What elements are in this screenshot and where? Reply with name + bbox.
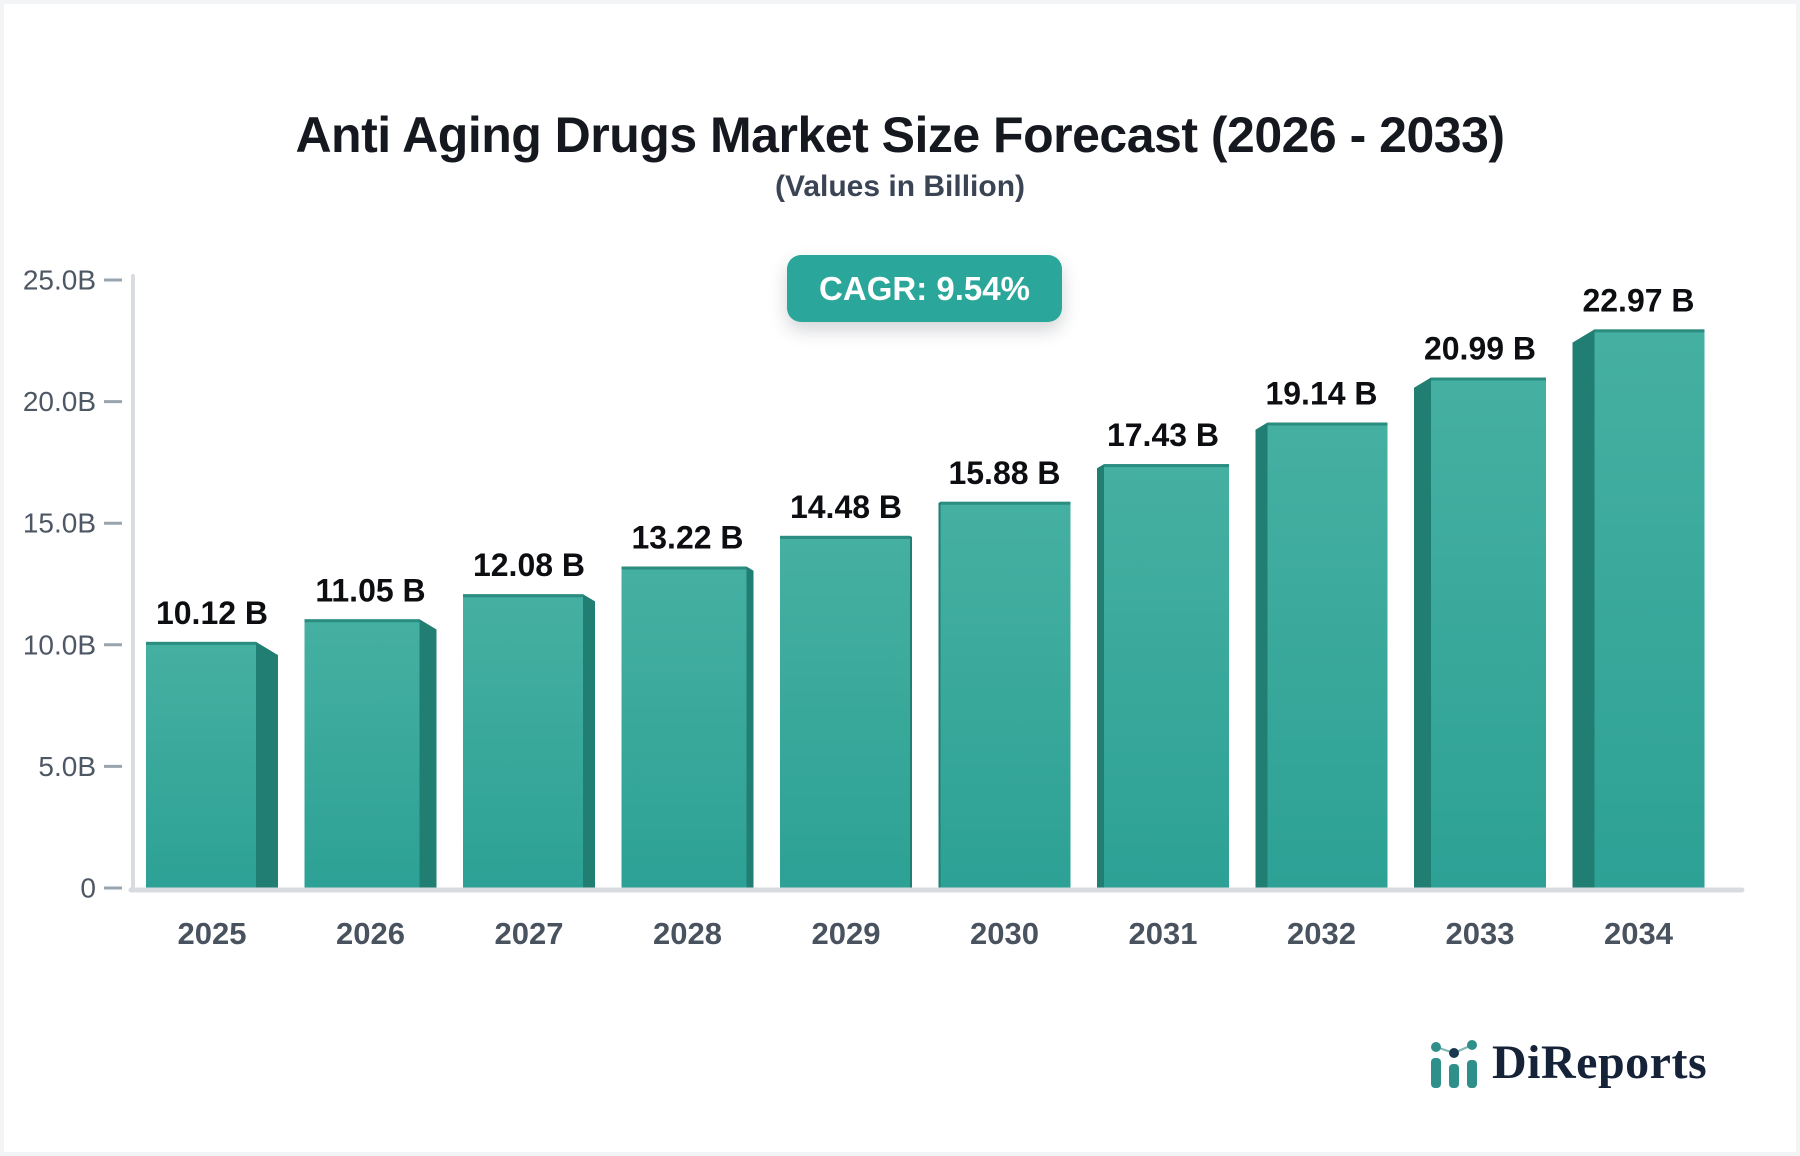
y-axis-tick-label: 0 <box>80 873 96 904</box>
x-axis-label: 2032 <box>1287 916 1356 951</box>
bar-2026[interactable]: 11.05 B <box>304 572 437 888</box>
y-axis-tick-label: 25.0B <box>23 265 96 296</box>
bar-value-label: 20.99 B <box>1424 331 1536 367</box>
bar-side-face <box>1414 377 1431 888</box>
bar-front-face <box>304 619 420 888</box>
bar-front-face <box>1431 377 1546 888</box>
x-axis-label: 2026 <box>336 916 405 951</box>
bar-front-face <box>1267 422 1388 888</box>
x-axis-label: 2027 <box>495 916 564 951</box>
bar-front-face <box>940 501 1071 888</box>
chart-title: Anti Aging Drugs Market Size Forecast (2… <box>295 107 1505 163</box>
brand-logo: DiReports <box>1428 1034 1707 1090</box>
bar-value-label: 15.88 B <box>948 455 1060 491</box>
y-axis-tick-label: 15.0B <box>23 508 96 539</box>
bar-value-label: 11.05 B <box>315 572 425 608</box>
brand-name: DiReports <box>1492 1035 1708 1089</box>
x-axis-label: 2031 <box>1129 916 1198 951</box>
y-axis-tick-label: 5.0B <box>38 751 96 782</box>
bar-front-face <box>780 535 910 888</box>
chart-subtitle: (Values in Billion) <box>774 170 1026 203</box>
bar-2027[interactable]: 12.08 B <box>463 547 595 888</box>
bar-value-label: 17.43 B <box>1107 417 1219 453</box>
bar-2031[interactable]: 17.43 B <box>1097 417 1229 888</box>
bar-side-face <box>1255 422 1268 888</box>
x-axis-label: 2028 <box>653 916 722 951</box>
bar-front-face <box>1104 464 1229 888</box>
bar-side-face <box>746 566 754 888</box>
bar-side-face <box>938 501 941 888</box>
x-axis-label: 2033 <box>1446 916 1515 951</box>
bar-side-face <box>583 594 595 888</box>
bar-front-face <box>621 566 747 888</box>
bar-front-face <box>463 594 583 888</box>
bar-2028[interactable]: 13.22 B <box>621 519 754 888</box>
bar-value-label: 19.14 B <box>1265 376 1377 412</box>
bar-value-label: 13.22 B <box>631 519 743 555</box>
bar-side-face <box>1097 464 1104 888</box>
x-axis-label: 2025 <box>178 916 247 951</box>
x-axis-label: 2029 <box>812 916 881 951</box>
bar-value-label: 12.08 B <box>473 547 585 583</box>
bar-2029[interactable]: 14.48 B <box>780 489 912 888</box>
bar-front-face <box>146 641 256 888</box>
x-axis-label: 2030 <box>970 916 1039 951</box>
bar-2033[interactable]: 20.99 B <box>1414 331 1546 888</box>
bar-value-label: 14.48 B <box>790 489 902 525</box>
bar-chart-logo-icon <box>1431 1040 1477 1088</box>
y-axis-tick-label: 20.0B <box>23 386 96 417</box>
bar-value-label: 22.97 B <box>1582 282 1694 318</box>
y-axis-tick-label: 10.0B <box>23 629 96 660</box>
bar-side-face <box>256 641 278 888</box>
x-axis-label: 2034 <box>1604 916 1674 951</box>
bar-front-face <box>1594 329 1705 888</box>
bar-2034[interactable]: 22.97 B <box>1572 282 1705 888</box>
bar-2032[interactable]: 19.14 B <box>1255 376 1388 888</box>
bar-side-face <box>910 535 912 888</box>
cagr-badge: CAGR: 9.54% <box>787 255 1062 322</box>
bar-2025[interactable]: 10.12 B <box>146 595 278 888</box>
bar-value-label: 10.12 B <box>156 595 268 631</box>
bar-side-face <box>419 619 437 888</box>
bar-2030[interactable]: 15.88 B <box>938 455 1071 888</box>
bar-side-face <box>1572 329 1595 888</box>
